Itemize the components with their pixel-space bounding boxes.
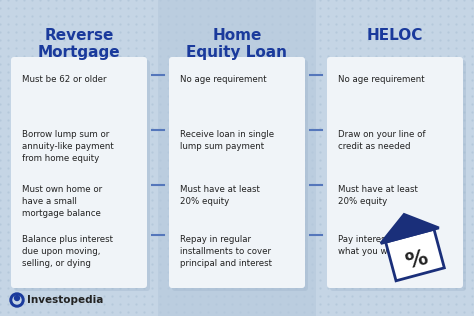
Text: Reverse
Mortgage: Reverse Mortgage	[38, 28, 120, 60]
Text: No age requirement: No age requirement	[338, 75, 425, 84]
Text: Receive loan in single
lump sum payment: Receive loan in single lump sum payment	[180, 130, 274, 151]
Text: Home
Equity Loan: Home Equity Loan	[186, 28, 288, 60]
Text: Repay in regular
installments to cover
principal and interest: Repay in regular installments to cover p…	[180, 235, 272, 268]
Circle shape	[13, 296, 21, 304]
FancyBboxPatch shape	[327, 57, 463, 288]
Text: Must have at least
20% equity: Must have at least 20% equity	[338, 185, 418, 206]
Text: Investopedia: Investopedia	[27, 295, 103, 305]
Text: HELOC: HELOC	[367, 28, 423, 43]
Text: %: %	[403, 247, 430, 273]
Text: Must be 62 or older: Must be 62 or older	[22, 75, 107, 84]
Circle shape	[15, 295, 19, 301]
Circle shape	[10, 293, 24, 307]
FancyBboxPatch shape	[169, 57, 305, 288]
Polygon shape	[386, 229, 444, 281]
Polygon shape	[381, 215, 439, 243]
Text: Pay interest only on
what you withdraw: Pay interest only on what you withdraw	[338, 235, 423, 256]
FancyBboxPatch shape	[330, 60, 466, 291]
FancyBboxPatch shape	[172, 60, 308, 291]
FancyBboxPatch shape	[14, 60, 150, 291]
Text: Must own home or
have a small
mortgage balance: Must own home or have a small mortgage b…	[22, 185, 102, 218]
Text: Must have at least
20% equity: Must have at least 20% equity	[180, 185, 260, 206]
Text: Borrow lump sum or
annuity-like payment
from home equity: Borrow lump sum or annuity-like payment …	[22, 130, 114, 163]
Text: Balance plus interest
due upon moving,
selling, or dying: Balance plus interest due upon moving, s…	[22, 235, 113, 268]
Text: No age requirement: No age requirement	[180, 75, 266, 84]
Bar	[158, 0, 316, 316]
Text: Draw on your line of
credit as needed: Draw on your line of credit as needed	[338, 130, 426, 151]
FancyBboxPatch shape	[11, 57, 147, 288]
